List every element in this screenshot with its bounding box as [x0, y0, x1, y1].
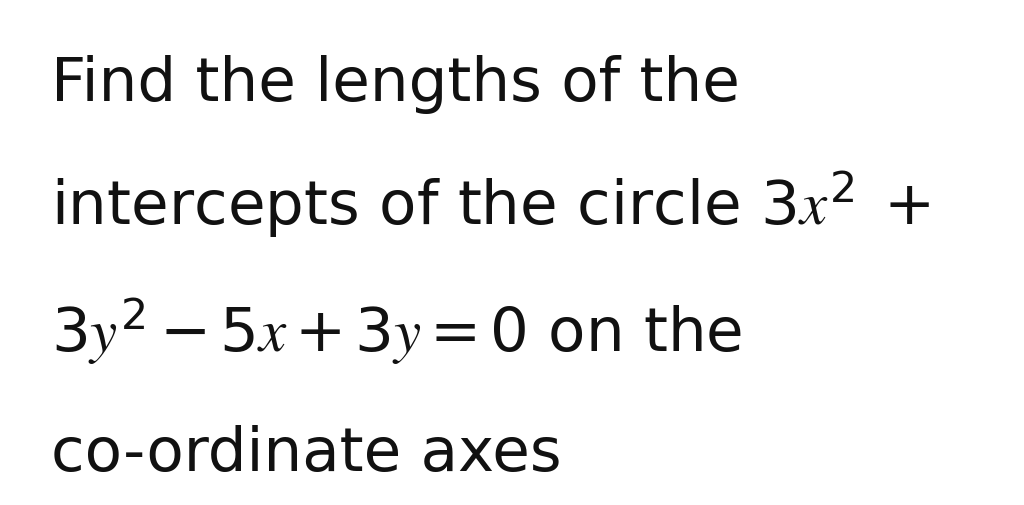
Text: Find the lengths of the: Find the lengths of the	[51, 55, 740, 114]
Text: $3y^2 - 5x + 3y = 0$ on the: $3y^2 - 5x + 3y = 0$ on the	[51, 296, 742, 366]
Text: intercepts of the circle $3x^2\ +$: intercepts of the circle $3x^2\ +$	[51, 170, 931, 240]
Text: co-ordinate axes: co-ordinate axes	[51, 424, 562, 483]
